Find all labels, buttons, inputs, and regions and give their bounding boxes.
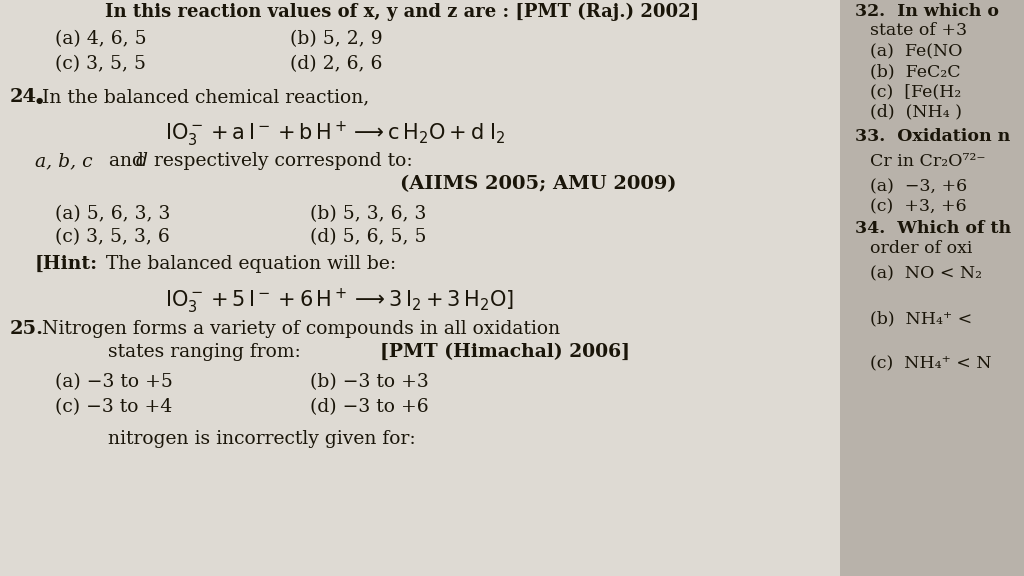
Text: (d)  (NH₄ ): (d) (NH₄ )	[870, 103, 962, 120]
Text: (b)  NH₄⁺ <: (b) NH₄⁺ <	[870, 310, 972, 327]
Text: $\mathregular{IO_3^- + a\,I^- + b\,H^+ \longrightarrow c\,H_2O + d\;I_2}$: $\mathregular{IO_3^- + a\,I^- + b\,H^+ \…	[165, 120, 506, 149]
Text: In this reaction values of x, y and z are : [PMT (Raj.) 2002]: In this reaction values of x, y and z ar…	[105, 3, 699, 21]
Text: ●: ●	[36, 96, 43, 105]
Text: (d) 2, 6, 6: (d) 2, 6, 6	[290, 55, 382, 73]
Text: (c)  [Fe(H₂: (c) [Fe(H₂	[870, 83, 962, 100]
Text: (a) −3 to +5: (a) −3 to +5	[55, 373, 173, 391]
Bar	[840, 0, 1024, 576]
Text: a, b, c: a, b, c	[35, 152, 92, 170]
Text: [Hint:: [Hint:	[35, 255, 98, 273]
Text: $\mathregular{IO_3^- + 5\,I^- + 6\,H^+ \longrightarrow 3\,I_2 + 3\,H_2O]}$: $\mathregular{IO_3^- + 5\,I^- + 6\,H^+ \…	[165, 287, 514, 316]
Text: (c) 3, 5, 3, 6: (c) 3, 5, 3, 6	[55, 228, 170, 246]
Text: respectively correspond to:: respectively correspond to:	[148, 152, 413, 170]
Text: (b) 5, 3, 6, 3: (b) 5, 3, 6, 3	[310, 205, 426, 223]
Text: 34.  Which of th: 34. Which of th	[855, 220, 1011, 237]
Text: d: d	[136, 152, 148, 170]
Text: Cr in Cr₂O⁷²⁻: Cr in Cr₂O⁷²⁻	[870, 153, 985, 170]
Text: (a)  NO < N₂: (a) NO < N₂	[870, 265, 982, 282]
Text: The balanced equation will be:: The balanced equation will be:	[100, 255, 396, 273]
Text: (a)  Fe(NO: (a) Fe(NO	[870, 43, 963, 60]
Text: (b) −3 to +3: (b) −3 to +3	[310, 373, 429, 391]
Text: (b) 5, 2, 9: (b) 5, 2, 9	[290, 30, 383, 48]
Text: (a)  −3, +6: (a) −3, +6	[870, 178, 967, 195]
Text: (a) 5, 6, 3, 3: (a) 5, 6, 3, 3	[55, 205, 170, 223]
Text: (d) −3 to +6: (d) −3 to +6	[310, 398, 429, 416]
Text: 32.  In which o: 32. In which o	[855, 3, 999, 20]
Text: 24: 24	[10, 88, 37, 106]
Text: (AIIMS 2005; AMU 2009): (AIIMS 2005; AMU 2009)	[400, 175, 677, 193]
Text: (c) −3 to +4: (c) −3 to +4	[55, 398, 172, 416]
Text: (c)  NH₄⁺ < N: (c) NH₄⁺ < N	[870, 355, 991, 372]
Text: nitrogen is incorrectly given for:: nitrogen is incorrectly given for:	[108, 430, 416, 448]
Text: Nitrogen forms a variety of compounds in all oxidation: Nitrogen forms a variety of compounds in…	[42, 320, 560, 338]
Text: order of oxi: order of oxi	[870, 240, 973, 257]
Text: (c) 3, 5, 5: (c) 3, 5, 5	[55, 55, 146, 73]
Text: (d) 5, 6, 5, 5: (d) 5, 6, 5, 5	[310, 228, 427, 246]
Text: In the balanced chemical reaction,: In the balanced chemical reaction,	[42, 88, 370, 106]
Text: (c)  +3, +6: (c) +3, +6	[870, 198, 967, 215]
Text: 25.: 25.	[10, 320, 44, 338]
Text: 33.  Oxidation n: 33. Oxidation n	[855, 128, 1011, 145]
Text: and: and	[103, 152, 150, 170]
Text: state of +3: state of +3	[870, 22, 967, 39]
Text: (b)  FeC₂C: (b) FeC₂C	[870, 63, 961, 80]
Text: states ranging from:: states ranging from:	[108, 343, 301, 361]
Text: [PMT (Himachal) 2006]: [PMT (Himachal) 2006]	[380, 343, 630, 361]
Text: (a) 4, 6, 5: (a) 4, 6, 5	[55, 30, 146, 48]
